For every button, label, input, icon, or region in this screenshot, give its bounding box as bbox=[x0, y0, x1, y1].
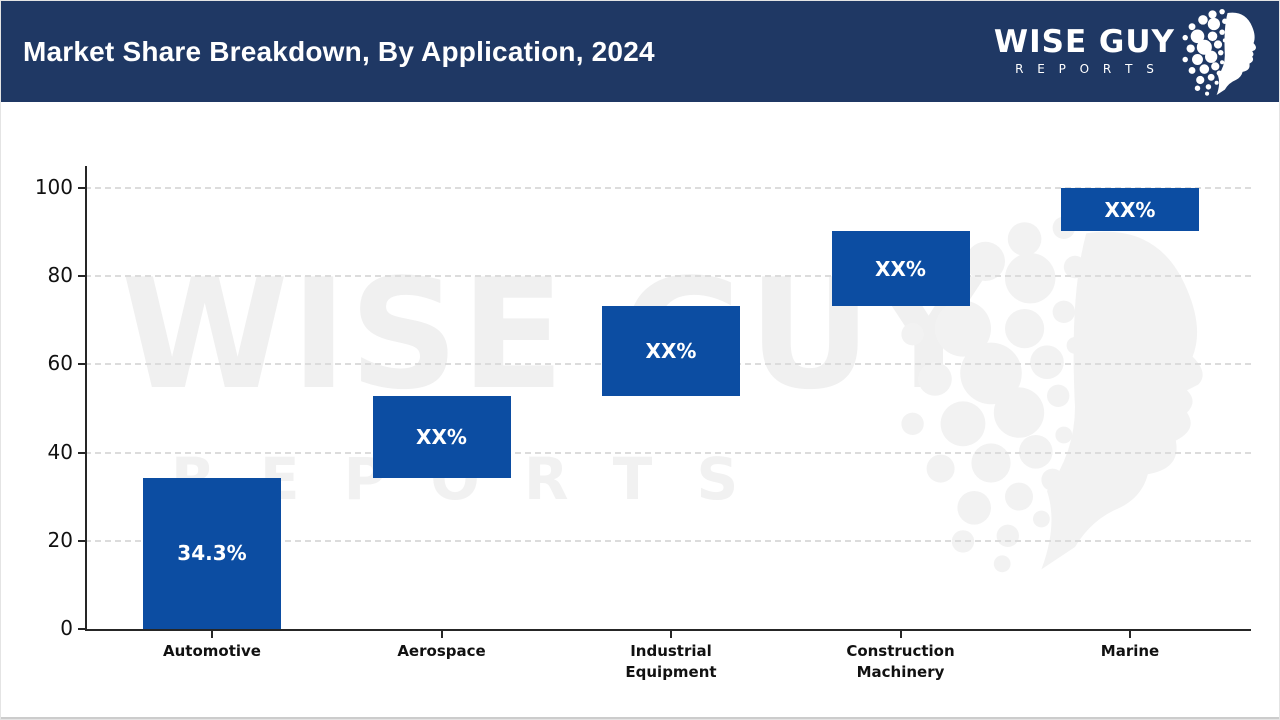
header-bar: Market Share Breakdown, By Application, … bbox=[1, 1, 1279, 102]
xtick-mark-aerospace bbox=[440, 631, 443, 638]
ytick-label-100: 100 bbox=[34, 175, 73, 199]
bar-aerospace: XX% bbox=[372, 396, 511, 478]
ytick-mark-0 bbox=[78, 628, 85, 630]
ytick-mark-40 bbox=[78, 451, 85, 454]
xtick-label-automotive: Automotive bbox=[97, 641, 327, 662]
gridline-y20 bbox=[85, 539, 1251, 542]
bar-construction: XX% bbox=[831, 231, 970, 307]
ytick-label-0: 0 bbox=[60, 616, 73, 640]
bar-value-label-industrial: XX% bbox=[645, 339, 697, 364]
category-label-line: Industrial bbox=[630, 642, 712, 660]
gridline-y100 bbox=[85, 187, 1251, 189]
xtick-mark-marine bbox=[1129, 631, 1131, 638]
xtick-mark-industrial bbox=[670, 631, 672, 638]
xtick-label-industrial: Industrial Equipment bbox=[556, 641, 786, 683]
ytick-mark-60 bbox=[78, 363, 85, 366]
bar-industrial: XX% bbox=[602, 306, 740, 397]
xtick-label-aerospace: Aerospace bbox=[327, 641, 557, 662]
bar-value-label-aerospace: XX% bbox=[416, 424, 467, 449]
category-label-line: Automotive bbox=[163, 642, 261, 660]
bar-marine: XX% bbox=[1061, 188, 1199, 232]
logo-subname: R E P O R T S bbox=[1015, 62, 1159, 76]
y-axis-spine bbox=[85, 166, 87, 631]
ytick-label-20: 20 bbox=[47, 527, 73, 552]
category-label-line: Construction bbox=[846, 642, 955, 660]
ytick-label-80: 80 bbox=[47, 263, 73, 288]
ytick-mark-20 bbox=[78, 539, 85, 542]
page-title: Market Share Breakdown, By Application, … bbox=[23, 35, 655, 67]
ytick-mark-100 bbox=[78, 187, 85, 189]
x-axis-spine bbox=[85, 629, 1251, 631]
category-label-line: Marine bbox=[1100, 642, 1160, 660]
head-profile-dots-icon bbox=[1182, 8, 1256, 96]
category-label-line: Aerospace bbox=[397, 642, 486, 660]
bar-value-label-automotive: 34.3% bbox=[177, 541, 247, 566]
gridline-y80 bbox=[85, 275, 1251, 278]
logo-name: WISE GUY bbox=[993, 24, 1175, 60]
gridline-y40 bbox=[85, 451, 1251, 454]
bar-value-label-marine: XX% bbox=[1104, 197, 1156, 222]
category-label-line: Equipment bbox=[625, 663, 717, 681]
bottom-divider bbox=[1, 717, 1279, 719]
logo-text: WISE GUY R E P O R T S bbox=[993, 24, 1175, 77]
ytick-mark-80 bbox=[78, 275, 85, 278]
xtick-mark-automotive bbox=[211, 631, 213, 638]
xtick-mark-construction bbox=[899, 631, 902, 638]
xtick-label-construction: Construction Machinery bbox=[786, 641, 1016, 683]
xtick-label-marine: Marine bbox=[1015, 641, 1245, 662]
bar-value-label-construction: XX% bbox=[875, 256, 926, 281]
category-label-line: Machinery bbox=[856, 663, 945, 681]
bar-automotive: 34.3% bbox=[143, 477, 281, 629]
ytick-label-60: 60 bbox=[47, 351, 73, 376]
wise-guy-logo: WISE GUY R E P O R T S bbox=[994, 5, 1259, 99]
ytick-label-40: 40 bbox=[47, 439, 73, 464]
